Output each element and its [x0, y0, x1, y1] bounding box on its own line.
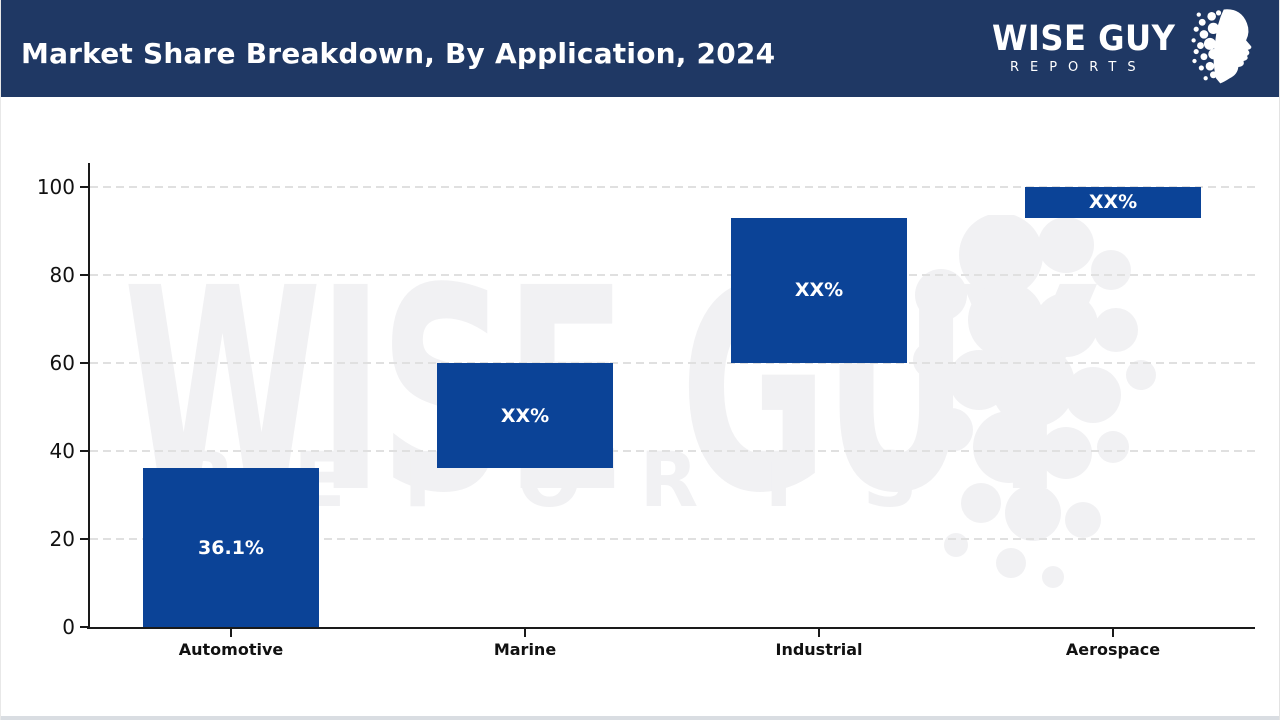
x-tick-label-automotive: Automotive [178, 640, 284, 659]
gridline-80 [90, 274, 1255, 276]
logo-subtitle: REPORTS [1009, 60, 1147, 75]
bar-label-automotive: 36.1% [198, 536, 264, 559]
x-tick-mark-industrial [818, 629, 820, 637]
bar-label-marine: XX% [500, 404, 550, 427]
x-tick-label-marine: Marine [493, 640, 557, 659]
gridline-20 [90, 538, 1255, 540]
bar-label-industrial: XX% [794, 279, 844, 302]
y-tick-label-100: 100 [36, 175, 75, 199]
bar-industrial: XX% [731, 217, 907, 363]
bar-marine: XX% [437, 363, 613, 469]
y-tick-mark-40 [80, 450, 88, 452]
bar-label-aerospace: XX% [1088, 191, 1138, 214]
x-tick-mark-aerospace [1112, 629, 1114, 637]
logo-wordmark: WISE GUY [991, 19, 1175, 59]
gridline-60 [90, 362, 1255, 364]
page-title: Market Share Breakdown, By Application, … [21, 37, 776, 70]
y-tick-mark-20 [80, 538, 88, 540]
y-tick-mark-100 [80, 186, 88, 188]
gridline-100 [90, 186, 1255, 188]
y-axis-spine [88, 163, 90, 629]
x-tick-mark-automotive [230, 629, 232, 637]
gridline-40 [90, 450, 1255, 452]
y-tick-mark-0 [80, 626, 88, 628]
footer-strip [1, 716, 1279, 720]
bar-aerospace: XX% [1025, 187, 1201, 218]
logo-face-icon [1191, 8, 1252, 83]
x-tick-label-industrial: Industrial [775, 640, 863, 659]
x-axis-spine [87, 627, 1255, 629]
y-tick-label-40: 40 [49, 439, 75, 463]
y-tick-mark-60 [80, 362, 88, 364]
x-tick-mark-marine [524, 629, 526, 637]
y-tick-label-80: 80 [49, 263, 75, 287]
logo-text: WISE GUY REPORTS [976, 19, 1175, 76]
y-tick-label-20: 20 [49, 527, 75, 551]
plot-area: 36.1% XX% XX% XX% 0 20 40 60 80 100 Automotive Mar… [1, 97, 1279, 717]
header-bar: Market Share Breakdown, By Application, … [1, 0, 1279, 97]
y-tick-label-0: 0 [62, 615, 75, 639]
y-tick-label-60: 60 [49, 351, 75, 375]
y-tick-mark-80 [80, 274, 88, 276]
wiseguy-logo: WISE GUY REPORTS [976, 5, 1267, 93]
bar-automotive: 36.1% [143, 468, 319, 627]
x-tick-label-aerospace: Aerospace [1065, 640, 1161, 659]
